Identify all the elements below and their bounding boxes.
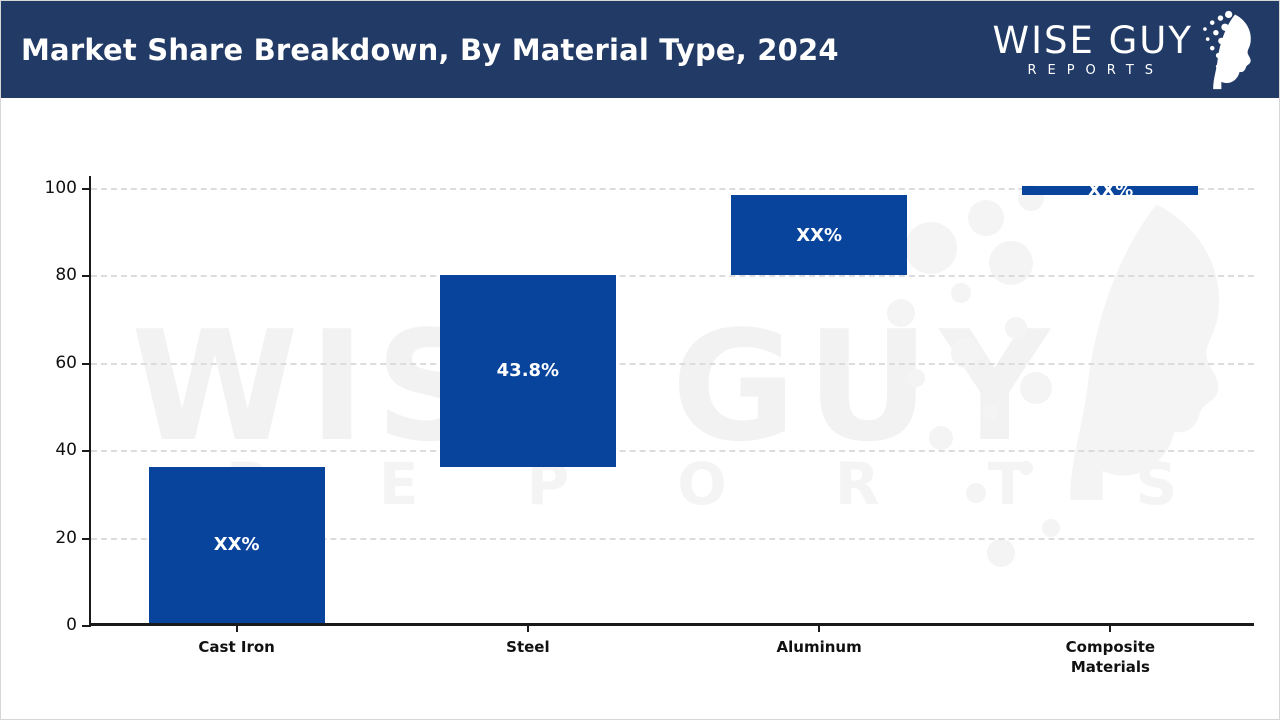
y-axis-tick-label: 20 <box>55 527 77 548</box>
y-axis-tick-label: 100 <box>44 178 77 199</box>
gridline-y100 <box>91 188 1254 191</box>
bar-value-label: 43.8% <box>496 360 560 382</box>
x-axis-tick <box>235 626 238 632</box>
bar-value-label: XX% <box>796 224 843 246</box>
plot-area: 0 20 40 60 80 100 XX% 43.8% XX% XX% Cast Iron Steel… <box>45 176 1254 676</box>
x-axis-tick <box>818 626 821 632</box>
y-axis-tick <box>82 450 91 453</box>
category-label-cast-iron: Cast Iron <box>198 638 275 656</box>
gridline-y20 <box>91 537 1254 540</box>
bar-value-label: XX% <box>1087 186 1133 195</box>
category-label-aluminum: Aluminum <box>776 638 862 656</box>
face-profile-icon <box>1203 10 1251 89</box>
gridline-y80 <box>91 275 1254 278</box>
bar-steel: 43.8% <box>439 275 616 467</box>
y-axis-tick-label: 80 <box>55 265 77 286</box>
y-axis-tick <box>82 188 91 191</box>
y-axis-tick <box>82 275 91 278</box>
category-label-composite-materials: Composite Materials <box>1065 638 1156 677</box>
y-axis-tick <box>82 625 91 627</box>
logo-wordmark: WISE GUY <box>992 18 1193 62</box>
logo-text: WISE GUY REPORTS <box>993 22 1193 78</box>
y-axis-tick-label: 0 <box>66 615 77 635</box>
chart-title: Market Share Breakdown, By Material Type… <box>21 32 839 67</box>
y-axis-tick-label: 60 <box>55 352 77 373</box>
watermark-subtitle: R E P O R T S <box>226 450 1222 518</box>
bar-cast-iron: XX% <box>148 466 325 623</box>
bar-value-label: XX% <box>213 534 260 556</box>
x-axis-tick <box>1109 626 1112 632</box>
gridline-y60 <box>91 362 1254 365</box>
logo-subtitle: REPORTS <box>1027 62 1165 78</box>
watermark-face-profile-icon <box>887 185 1220 567</box>
y-axis-tick <box>82 537 91 540</box>
y-axis-tick <box>82 362 91 365</box>
wise-guy-logo: WISE GUY REPORTS <box>993 9 1261 91</box>
category-label-steel: Steel <box>506 638 550 656</box>
bar-composite-materials: XX% <box>1022 186 1199 196</box>
chart-canvas: WISE GUY R E P O R T S 0 20 40 60 80 100 XX% 43… <box>1 98 1279 719</box>
gridline-y40 <box>91 450 1254 453</box>
x-axis-tick <box>526 626 529 632</box>
bar-aluminum: XX% <box>731 195 908 276</box>
header: Market Share Breakdown, By Material Type… <box>1 1 1279 98</box>
y-axis-tick-label: 40 <box>55 440 77 461</box>
